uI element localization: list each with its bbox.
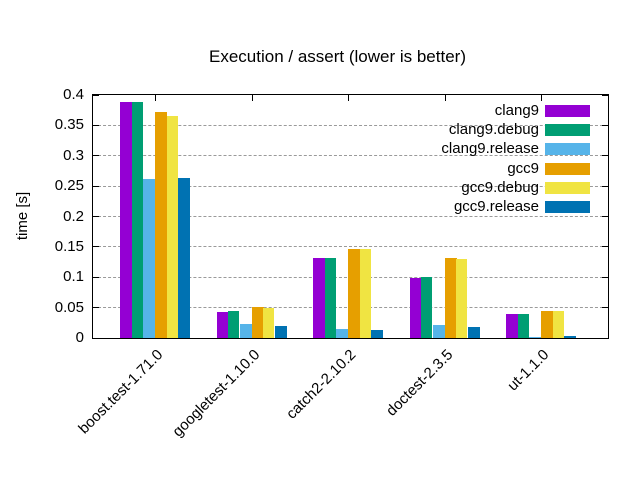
- bar-gcc9.debug-boost.test-1.71.0: [166, 116, 178, 338]
- y-tick-left-0.3: [93, 155, 99, 157]
- y-tick-left-0.2: [93, 216, 99, 217]
- x-tick-top-catch2-2.10.2: [348, 95, 349, 101]
- plot-area: clang9 clang9.debug clang9.release gcc9 gcc9…: [92, 94, 609, 339]
- y-tick-left-0.25: [93, 185, 99, 187]
- legend-row-clang9: clang9: [441, 101, 590, 120]
- bar-clang9.debug-doctest-2.3.5: [421, 277, 433, 338]
- gridline-0.2: [93, 216, 608, 217]
- bar-clang9.release-googletest-1.10.0: [239, 324, 252, 338]
- legend-label-clang9.debug: clang9.debug: [448, 120, 539, 138]
- y-tick-right-0: [602, 337, 608, 339]
- bar-gcc9.release-doctest-2.3.5: [467, 327, 480, 338]
- gridline-0.35: [93, 124, 608, 126]
- legend-row-gcc9.release: gcc9.release: [441, 197, 590, 216]
- bar-gcc9.release-ut-1.1.0: [564, 336, 577, 338]
- bar-gcc9-ut-1.1.0: [541, 311, 553, 338]
- bar-gcc9.debug-ut-1.1.0: [552, 311, 564, 338]
- y-tick-right-0.4: [602, 94, 608, 96]
- bar-gcc9.release-googletest-1.10.0: [274, 326, 287, 338]
- x-tick-top-doctest-2.3.5: [444, 95, 446, 101]
- legend-row-clang9.debug: clang9.debug: [441, 120, 590, 139]
- legend-row-gcc9: gcc9: [441, 159, 590, 178]
- bar-clang9-doctest-2.3.5: [409, 278, 422, 338]
- legend: clang9 clang9.debug clang9.release gcc9 gcc9…: [441, 101, 590, 217]
- bar-clang9-googletest-1.10.0: [216, 312, 229, 338]
- bar-clang9.debug-boost.test-1.71.0: [131, 102, 143, 338]
- legend-swatch-clang9: [545, 104, 590, 117]
- chart-title: Execution / assert (lower is better): [209, 47, 466, 66]
- y-tick-right-0.35: [602, 124, 608, 126]
- y-tick-left-0.35: [93, 124, 99, 126]
- legend-row-gcc9.debug: gcc9.debug: [441, 178, 590, 197]
- y-tick-label-0.3: 0.3: [63, 146, 84, 164]
- bar-clang9.debug-catch2-2.10.2: [324, 258, 336, 338]
- y-tick-right-0.15: [602, 246, 608, 248]
- gridline-0.15: [93, 246, 608, 248]
- y-tick-left-0.15: [93, 246, 99, 248]
- x-tick-top-googletest-1.10.0: [251, 95, 253, 101]
- gridline-0.25: [93, 185, 608, 187]
- y-tick-label-0.2: 0.2: [63, 207, 84, 225]
- bar-gcc9.release-boost.test-1.71.0: [178, 178, 191, 338]
- legend-label-gcc9.release: gcc9.release: [453, 198, 539, 216]
- legend-row-clang9.release: clang9.release: [441, 140, 590, 159]
- legend-label-gcc9.debug: gcc9.debug: [461, 178, 539, 196]
- y-tick-right-0.25: [602, 185, 608, 187]
- y-tick-label-0.1: 0.1: [63, 268, 84, 286]
- bar-clang9-ut-1.1.0: [506, 314, 518, 338]
- legend-swatch-gcc9: [545, 162, 590, 175]
- legend-label-clang9: clang9: [494, 101, 539, 119]
- y-tick-label-0.15: 0.15: [54, 237, 84, 255]
- x-tick-top-ut-1.1.0: [541, 95, 542, 101]
- bar-gcc9-doctest-2.3.5: [444, 258, 457, 338]
- y-tick-left-0.1: [93, 276, 99, 278]
- y-tick-left-0.05: [93, 307, 99, 309]
- y-tick-left-0.4: [93, 94, 99, 96]
- bar-clang9.release-catch2-2.10.2: [336, 329, 349, 338]
- legend-swatch-gcc9.debug: [545, 181, 590, 194]
- bar-clang9-boost.test-1.71.0: [120, 102, 132, 338]
- legend-swatch-gcc9.release: [545, 201, 590, 214]
- x-tick-top-boost.test-1.71.0: [155, 95, 156, 101]
- y-tick-label-0.4: 0.4: [63, 86, 84, 103]
- bar-clang9.release-ut-1.1.0: [529, 337, 542, 338]
- y-tick-label-0.35: 0.35: [54, 116, 84, 134]
- bar-clang9.debug-ut-1.1.0: [517, 314, 529, 338]
- bar-gcc9.debug-googletest-1.10.0: [263, 308, 275, 338]
- bar-gcc9-googletest-1.10.0: [251, 307, 264, 338]
- legend-swatch-clang9.debug: [545, 123, 590, 136]
- bar-clang9.release-boost.test-1.71.0: [143, 179, 156, 338]
- legend-label-clang9.release: clang9.release: [441, 140, 539, 158]
- legend-label-gcc9: gcc9: [507, 159, 539, 177]
- bar-gcc9.debug-doctest-2.3.5: [456, 259, 468, 338]
- bar-gcc9-boost.test-1.71.0: [155, 112, 167, 338]
- legend-swatch-clang9.release: [545, 143, 590, 156]
- y-tick-left-0: [93, 337, 99, 339]
- y-tick-label-0.25: 0.25: [54, 177, 84, 195]
- y-tick-right-0.05: [602, 307, 608, 309]
- bar-gcc9.release-catch2-2.10.2: [371, 330, 384, 338]
- y-tick-right-0.2: [602, 216, 608, 217]
- y-tick-label-0: 0: [75, 329, 84, 346]
- bar-clang9-catch2-2.10.2: [313, 258, 325, 338]
- gridline-0.3: [93, 155, 608, 157]
- bar-clang9.debug-googletest-1.10.0: [228, 311, 240, 338]
- bar-clang9.release-doctest-2.3.5: [432, 325, 445, 338]
- y-tick-right-0.3: [602, 155, 608, 157]
- y-tick-right-0.1: [602, 276, 608, 278]
- y-tick-label-0.05: 0.05: [54, 298, 84, 316]
- bar-gcc9-catch2-2.10.2: [348, 249, 360, 338]
- bar-gcc9.debug-catch2-2.10.2: [359, 249, 371, 338]
